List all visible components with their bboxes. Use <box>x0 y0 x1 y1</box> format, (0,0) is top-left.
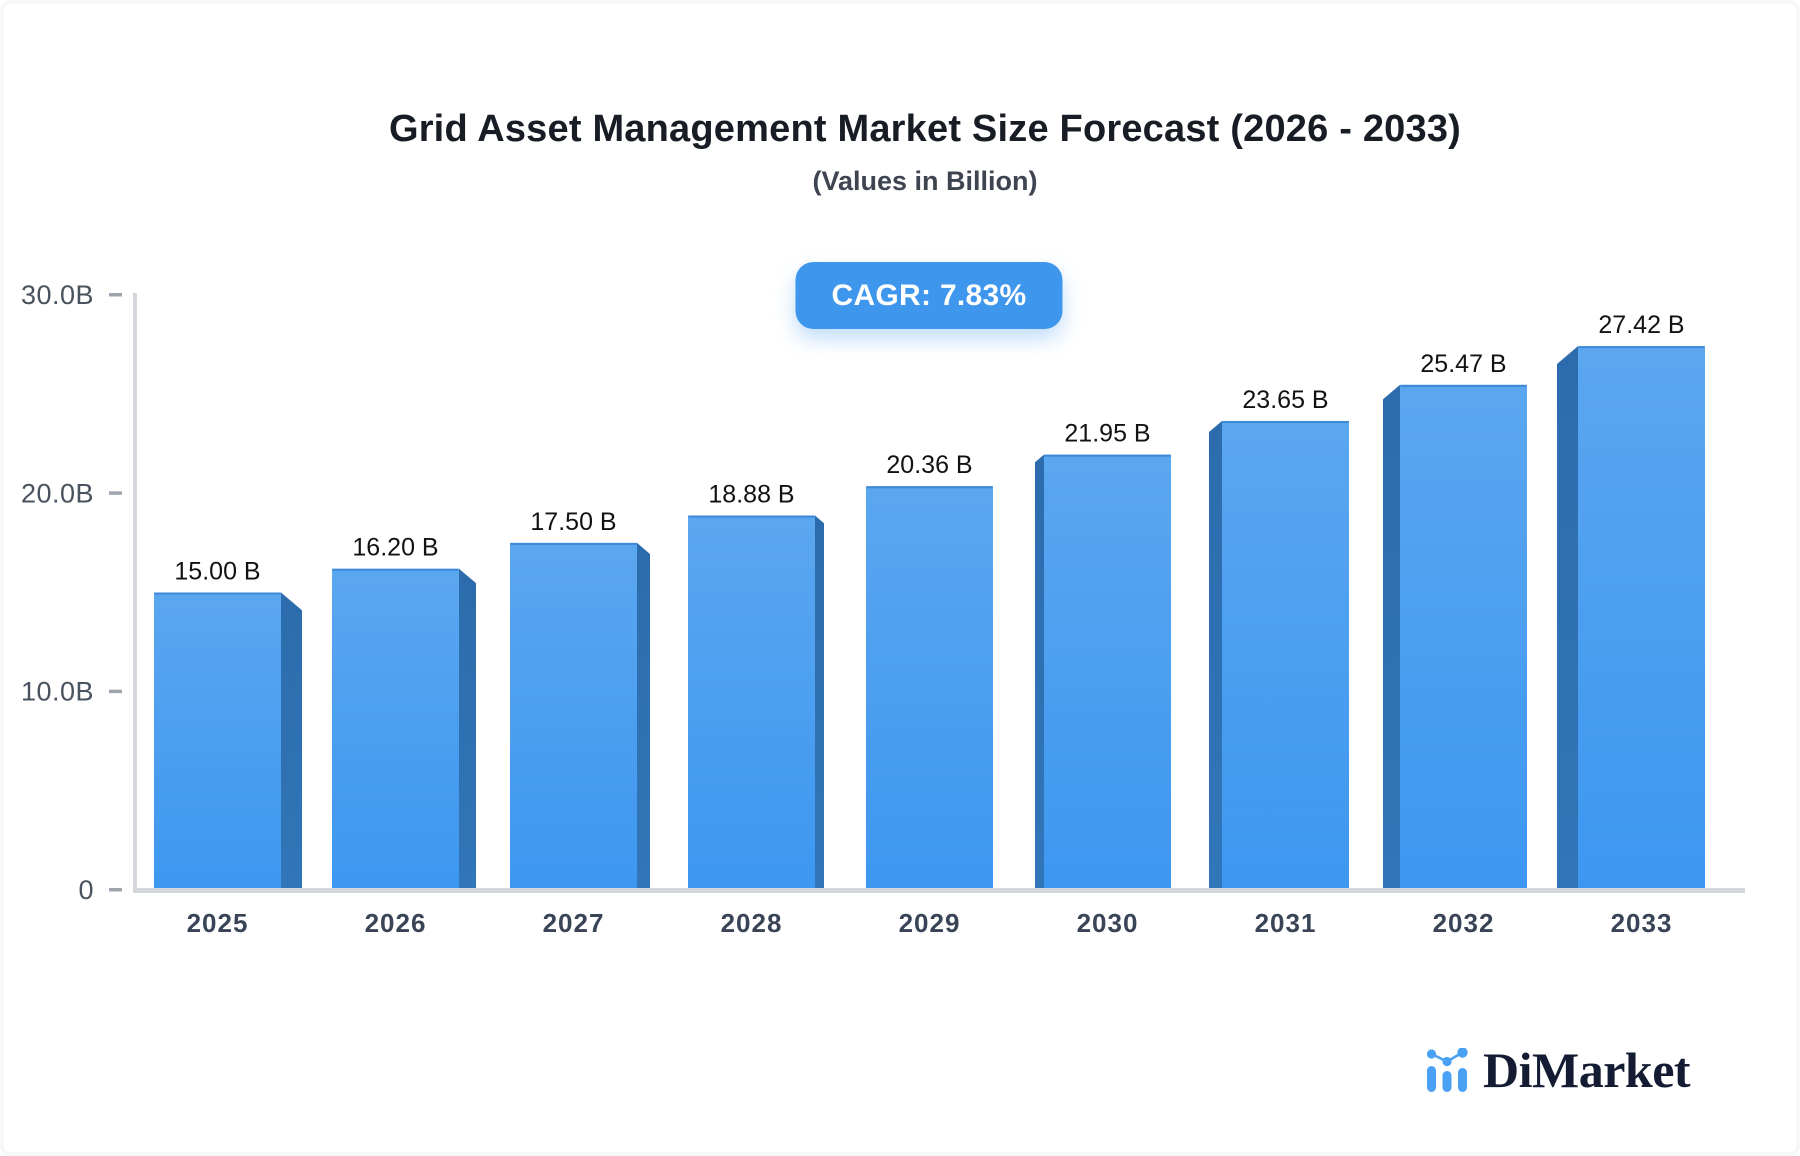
brand-logo: DiMarket <box>1425 1042 1691 1098</box>
y-tick <box>109 689 122 694</box>
cagr-badge: CAGR: 7.83% <box>795 262 1063 329</box>
bar-value-label: 27.42 B <box>1598 311 1684 339</box>
chart-subtitle: (Values in Billion) <box>812 166 1038 196</box>
x-axis-label: 2032 <box>1433 908 1495 938</box>
x-axis-label: 2030 <box>1077 908 1139 938</box>
x-axis-line <box>133 888 1745 893</box>
bar-value-label: 23.65 B <box>1242 386 1328 414</box>
bar-group-2025: 15.00 B 2025 <box>154 558 302 938</box>
bar-group-2028: 18.88 B 2028 <box>688 481 824 938</box>
bar-side <box>459 568 476 890</box>
bar-side <box>1557 346 1578 890</box>
y-tick-label: 30.0B <box>21 280 94 310</box>
bar-face <box>1400 384 1527 890</box>
y-tick <box>109 491 122 495</box>
bar-group-2032: 25.47 B 2032 <box>1383 350 1527 938</box>
bar-value-label: 16.20 B <box>352 534 438 562</box>
bar-side <box>1209 420 1222 890</box>
bar-group-2031: 23.65 B 2031 <box>1209 386 1349 938</box>
bar-chart: 30.0B 20.0B 10.0B 0 15.00 B 2025 16.20 B 2026 17… <box>21 280 1745 938</box>
x-axis-label: 2029 <box>899 908 961 938</box>
bar-group-2033: 27.42 B 2033 <box>1557 311 1705 938</box>
bar-face <box>154 592 281 890</box>
bar-group-2027: 17.50 B 2027 <box>510 508 650 938</box>
bar-side <box>281 592 302 890</box>
bar-value-label: 17.50 B <box>530 508 616 536</box>
bar-group-2026: 16.20 B 2026 <box>332 534 476 938</box>
bar-group-2029: 20.36 B 2029 <box>866 451 993 938</box>
bar-face <box>1044 454 1171 890</box>
bar-value-label: 20.36 B <box>886 451 972 479</box>
bar-face <box>332 568 459 890</box>
bar-value-label: 15.00 B <box>174 558 260 586</box>
bar-side <box>1035 454 1044 890</box>
bar-side <box>1383 384 1400 890</box>
bar-face <box>866 486 993 890</box>
chart-title: Grid Asset Management Market Size Foreca… <box>388 108 1462 150</box>
y-tick <box>109 888 122 892</box>
bar-value-label: 21.95 B <box>1064 420 1150 448</box>
bar-face <box>1578 346 1705 890</box>
brand-logo-text: DiMarket <box>1483 1042 1691 1098</box>
bar-value-label: 18.88 B <box>708 481 794 509</box>
cagr-label: CAGR: 7.83% <box>831 279 1027 312</box>
y-tick-label: 0 <box>78 875 94 905</box>
bar-group-2030: 21.95 B 2030 <box>1035 420 1171 938</box>
bar-face <box>688 515 815 890</box>
x-axis-label: 2028 <box>721 908 783 938</box>
y-tick-label: 10.0B <box>21 677 94 707</box>
bar-face <box>510 542 637 890</box>
y-tick-label: 20.0B <box>21 478 94 508</box>
x-axis-label: 2025 <box>187 908 249 938</box>
bar-face <box>1222 420 1349 890</box>
x-axis-label: 2027 <box>543 908 605 938</box>
bar-chart-logo-icon <box>1426 1048 1468 1092</box>
bar-side <box>637 542 650 890</box>
x-axis-label: 2031 <box>1255 908 1317 938</box>
x-axis-label: 2026 <box>365 908 427 938</box>
y-tick <box>109 293 122 297</box>
x-axis-label: 2033 <box>1611 908 1673 938</box>
y-axis-line <box>133 293 137 890</box>
bar-side <box>815 515 824 890</box>
bar-value-label: 25.47 B <box>1420 350 1506 378</box>
